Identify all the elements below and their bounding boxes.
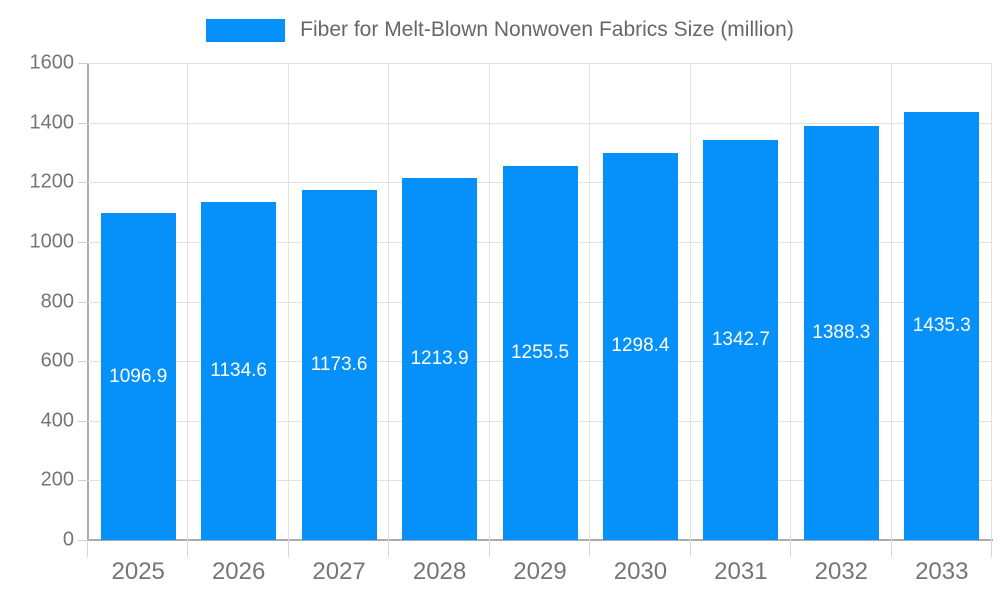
y-axis-tick	[78, 540, 88, 541]
x-axis-tick	[287, 540, 289, 557]
x-tick-label: 2033	[915, 558, 969, 585]
x-axis-tick	[589, 540, 591, 557]
bar-value-label: 1388.3	[812, 322, 871, 344]
gridline-vertical	[187, 63, 189, 540]
gridline-vertical	[287, 63, 289, 540]
y-tick-label: 800	[40, 290, 74, 312]
bar-value-label: 1173.6	[310, 354, 368, 376]
bar: 1298.4	[602, 152, 678, 540]
x-axis-tick	[187, 540, 189, 557]
bar: 1173.6	[301, 190, 377, 540]
y-tick-label: 400	[40, 409, 74, 432]
y-axis-tick	[78, 63, 88, 64]
y-tick-label: 200	[40, 468, 74, 491]
y-tick-label: 600	[40, 349, 74, 372]
bar-value-label: 1255.5	[510, 341, 570, 363]
legend-swatch	[206, 18, 286, 42]
gridline-horizontal	[88, 122, 992, 124]
bar-value-label: 1435.3	[912, 315, 971, 337]
legend-label: Fiber for Melt-Blown Nonwoven Fabrics Si…	[300, 18, 794, 41]
y-tick-label: 1000	[29, 230, 75, 253]
x-axis-tick	[790, 540, 792, 557]
gridline-horizontal	[88, 63, 992, 64]
gridline-vertical	[790, 63, 792, 540]
x-axis-tick	[488, 540, 490, 557]
bar: 1134.6	[201, 201, 277, 540]
x-tick-label: 2028	[412, 558, 467, 585]
bar-value-label: 1342.7	[711, 328, 770, 350]
y-axis-tick	[78, 301, 88, 303]
bar: 1342.7	[703, 139, 779, 540]
bar-value-label: 1298.4	[611, 335, 670, 357]
bar-value-label: 1134.6	[210, 359, 267, 381]
x-axis-tick	[689, 540, 691, 557]
gridline-vertical	[689, 63, 691, 540]
y-axis-tick	[78, 241, 88, 243]
x-axis-tick	[890, 540, 892, 557]
y-axis-tick	[78, 420, 88, 422]
bar: 1213.9	[402, 178, 478, 540]
y-axis-tick	[78, 182, 88, 184]
bar-value-label: 1096.9	[109, 365, 168, 387]
bar: 1096.9	[100, 213, 176, 540]
x-tick-label: 2025	[111, 558, 165, 585]
y-tick-label: 0	[62, 528, 74, 551]
x-tick-label: 2029	[513, 558, 567, 585]
bar-value-label: 1213.9	[410, 348, 469, 370]
bar: 1388.3	[803, 126, 879, 540]
gridline-vertical	[388, 63, 390, 540]
y-axis-tick	[78, 361, 88, 363]
bar: 1435.3	[904, 112, 980, 540]
gridline-vertical	[890, 63, 892, 540]
y-tick-label: 1600	[29, 51, 75, 74]
x-axis-line	[87, 539, 993, 541]
plot-area: 0 200 400 600 800 1000 1200 1400 1600 1096.9 2025 1…	[30, 52, 993, 585]
x-tick-label: 2026	[211, 558, 266, 585]
y-tick-label: 1400	[29, 111, 75, 134]
x-axis-tick	[991, 540, 992, 557]
chart-legend[interactable]: Fiber for Melt-Blown Nonwoven Fabrics Si…	[0, 18, 1000, 42]
y-axis-tick	[78, 480, 88, 482]
x-axis-tick	[87, 540, 88, 557]
bar: 1255.5	[502, 165, 578, 540]
x-tick-label: 2030	[613, 558, 668, 585]
gridline-vertical	[991, 63, 992, 540]
x-tick-label: 2027	[312, 558, 366, 585]
y-axis-tick	[78, 122, 88, 124]
x-tick-label: 2032	[814, 558, 869, 585]
y-tick-label: 1200	[29, 170, 75, 193]
x-axis-tick	[388, 540, 390, 557]
gridline-vertical	[589, 63, 591, 540]
x-tick-label: 2031	[714, 558, 768, 585]
gridline-vertical	[488, 63, 490, 540]
